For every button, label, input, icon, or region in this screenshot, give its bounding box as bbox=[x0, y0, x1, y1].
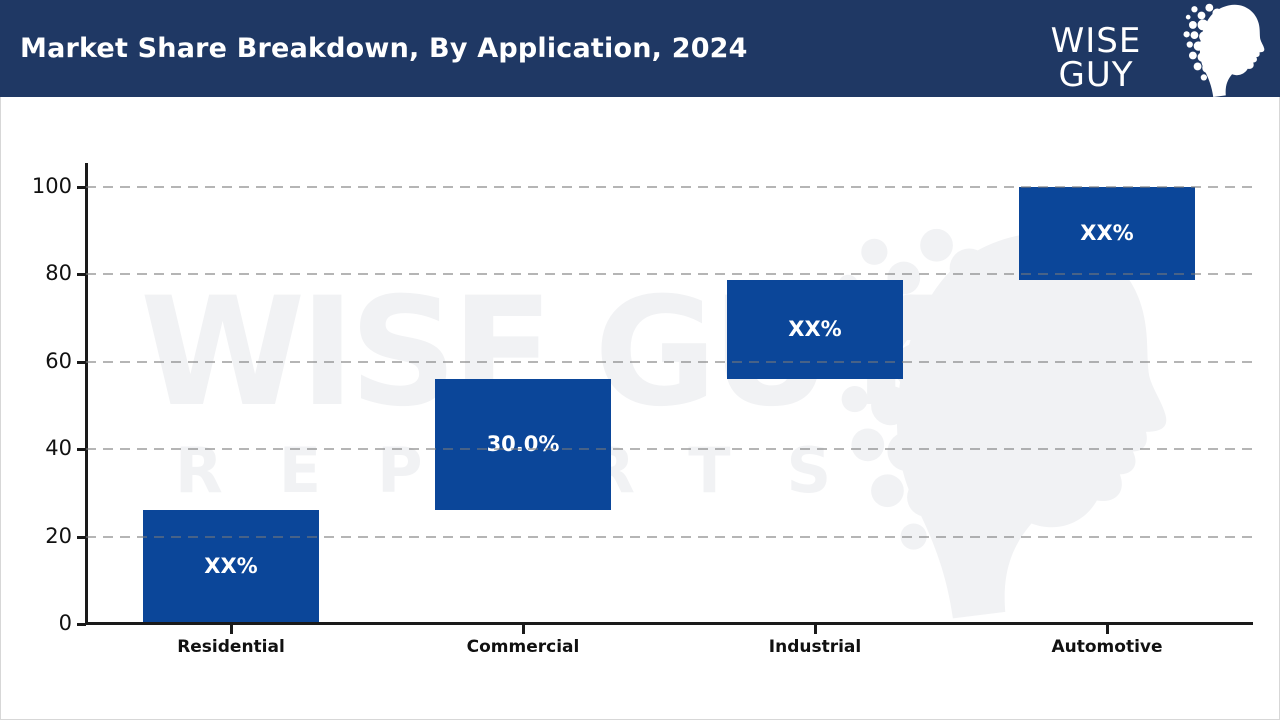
x-tick-mark bbox=[1106, 625, 1109, 634]
bar-industrial: XX% bbox=[727, 280, 903, 380]
bar-value-label: 30.0% bbox=[486, 431, 560, 456]
y-tick-mark bbox=[77, 273, 86, 277]
y-tick-label: 60 bbox=[45, 348, 72, 373]
x-tick-mark bbox=[230, 625, 233, 634]
gridline-y80 bbox=[86, 273, 1253, 276]
gridline-y100 bbox=[86, 186, 1253, 188]
bar-commercial: 30.0% bbox=[435, 379, 611, 511]
logo-wordmark: WISE GUY bbox=[1050, 21, 1142, 95]
x-category-label: Residential bbox=[177, 637, 285, 657]
gridline-y60 bbox=[86, 360, 1253, 363]
y-tick-mark bbox=[77, 360, 86, 364]
bar-value-label: XX% bbox=[204, 554, 258, 579]
header-banner: Market Share Breakdown, By Application, … bbox=[0, 0, 1280, 111]
y-tick-label: 20 bbox=[45, 523, 72, 548]
page-title: Market Share Breakdown, By Application, … bbox=[20, 33, 748, 64]
bar-automotive: XX% bbox=[1019, 187, 1195, 281]
x-category-label: Industrial bbox=[768, 637, 862, 657]
x-tick-mark bbox=[814, 625, 817, 634]
y-tick-label: 80 bbox=[45, 261, 72, 286]
x-axis-line bbox=[85, 622, 1253, 625]
wiseguy-logo: WISE GUY REPORTS bbox=[1012, 0, 1272, 111]
y-tick-mark bbox=[77, 448, 86, 452]
x-tick-mark bbox=[522, 625, 525, 634]
bar-residential: XX% bbox=[143, 510, 319, 624]
gridline-y20 bbox=[86, 535, 1253, 538]
logo-subtitle: REPORTS bbox=[1037, 97, 1163, 111]
bar-value-label: XX% bbox=[1080, 220, 1134, 245]
y-axis-line bbox=[85, 163, 88, 624]
y-tick-label: 0 bbox=[58, 611, 72, 635]
wiseguy-logo-text: WISE GUY REPORTS bbox=[1012, 24, 1180, 111]
y-tick-label: 100 bbox=[31, 174, 72, 198]
x-category-label: Commercial bbox=[466, 637, 580, 657]
y-tick-mark bbox=[77, 535, 86, 539]
chart-plot-area: 0 20 40 60 80 100 XX% Residential 30.0% Commercia… bbox=[0, 97, 1280, 720]
y-tick-label: 40 bbox=[45, 436, 72, 461]
x-category-label: Automotive bbox=[1051, 637, 1163, 657]
y-tick-mark bbox=[77, 186, 86, 189]
y-tick-mark bbox=[77, 623, 86, 626]
wiseguy-head-icon bbox=[1183, 3, 1265, 97]
gridline-y40 bbox=[86, 448, 1253, 451]
bar-value-label: XX% bbox=[788, 316, 842, 341]
